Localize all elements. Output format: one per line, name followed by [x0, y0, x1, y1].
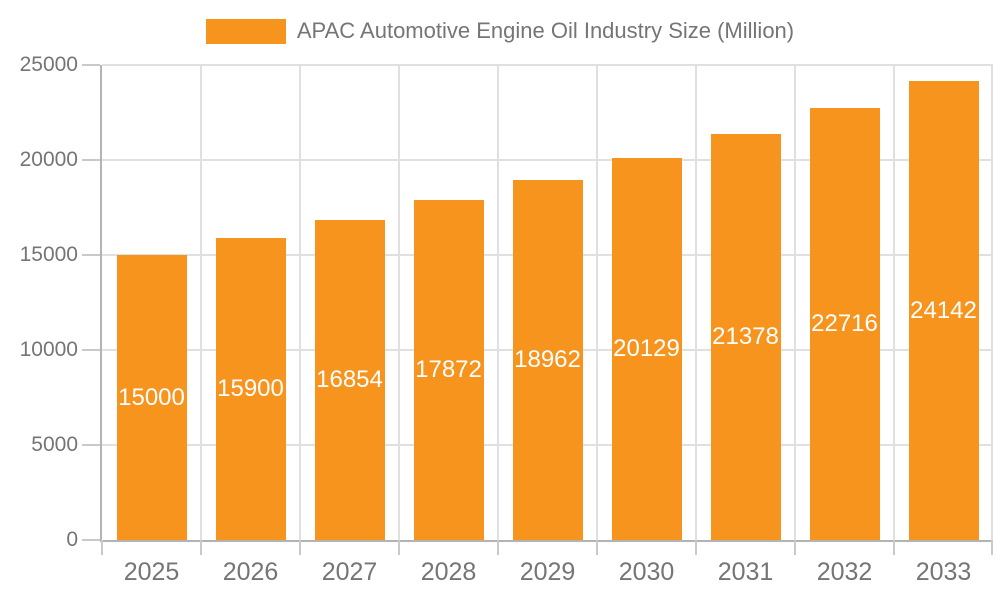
bar: 24142 [908, 81, 979, 540]
y-tick-label: 25000 [19, 53, 78, 76]
bar-value-label: 15900 [217, 374, 284, 402]
bar-value-label: 21378 [712, 322, 779, 350]
legend-label: APAC Automotive Engine Oil Industry Size… [296, 18, 795, 43]
x-tick-label: 2026 [222, 558, 279, 586]
gridline-vertical [200, 65, 202, 540]
bar-value-label: 20129 [613, 334, 680, 362]
gridline-horizontal [102, 159, 993, 161]
x-tick-label: 2028 [420, 558, 477, 586]
gridline-vertical [893, 65, 895, 540]
y-axis-tick-mark [82, 254, 100, 256]
x-axis-labels: 2025 2026 2027 2028 2029 2030 2031 2032 2033 [102, 556, 993, 590]
gridline-horizontal [102, 64, 993, 66]
bar-value-label: 16854 [316, 365, 383, 393]
y-axis-tick-mark [82, 444, 100, 446]
bar: 15000 [116, 255, 187, 540]
bar-value-label: 15000 [118, 383, 185, 411]
bar: 17872 [413, 200, 484, 540]
legend-swatch [205, 18, 286, 44]
x-tick-label: 2033 [915, 558, 972, 586]
x-axis-tick-mark [893, 540, 895, 555]
y-axis-tick-mark [82, 349, 100, 351]
x-axis-tick-mark [497, 540, 499, 555]
gridline-vertical [991, 65, 993, 540]
x-axis-tick-mark [101, 540, 103, 555]
gridline-vertical [497, 65, 499, 540]
y-axis-tick-mark [82, 159, 100, 161]
y-axis-labels: 0 5000 10000 15000 20000 25000 [0, 53, 78, 551]
plot-area: 15000 15900 16854 17872 18962 20129 21378 22716… [82, 64, 993, 555]
legend: APAC Automotive Engine Oil Industry Size… [0, 17, 1000, 45]
y-tick-label: 15000 [19, 243, 78, 266]
gridline-vertical [398, 65, 400, 540]
bar: 16854 [314, 219, 385, 540]
x-tick-label: 2027 [321, 558, 378, 586]
bar: 21378 [710, 133, 781, 540]
y-tick-label: 5000 [31, 433, 78, 456]
bar: 18962 [512, 179, 583, 540]
bar: 20129 [611, 157, 682, 540]
y-tick-label: 20000 [19, 148, 78, 171]
x-axis-tick-mark [991, 540, 993, 555]
x-axis-tick-mark [200, 540, 202, 555]
y-axis-tick-mark [82, 539, 100, 541]
x-axis-tick-mark [398, 540, 400, 555]
bar: 15900 [215, 237, 286, 540]
x-tick-label: 2025 [123, 558, 180, 586]
y-tick-label: 0 [66, 528, 78, 551]
x-tick-label: 2030 [618, 558, 675, 586]
gridline-vertical [695, 65, 697, 540]
x-axis-tick-mark [596, 540, 598, 555]
y-axis-tick-mark [82, 64, 100, 66]
bar-value-label: 24142 [910, 296, 977, 324]
x-tick-label: 2031 [717, 558, 774, 586]
bar-value-label: 18962 [514, 345, 581, 373]
bar-value-label: 22716 [811, 310, 878, 338]
x-tick-label: 2029 [519, 558, 576, 586]
x-axis-tick-mark [299, 540, 301, 555]
gridline-vertical [299, 65, 301, 540]
bar: 22716 [809, 108, 880, 540]
x-axis-tick-mark [695, 540, 697, 555]
gridline-vertical [596, 65, 598, 540]
gridline-vertical [794, 65, 796, 540]
y-tick-label: 10000 [19, 338, 78, 361]
x-tick-label: 2032 [816, 558, 873, 586]
bar-value-label: 17872 [415, 356, 482, 384]
x-axis-tick-mark [794, 540, 796, 555]
